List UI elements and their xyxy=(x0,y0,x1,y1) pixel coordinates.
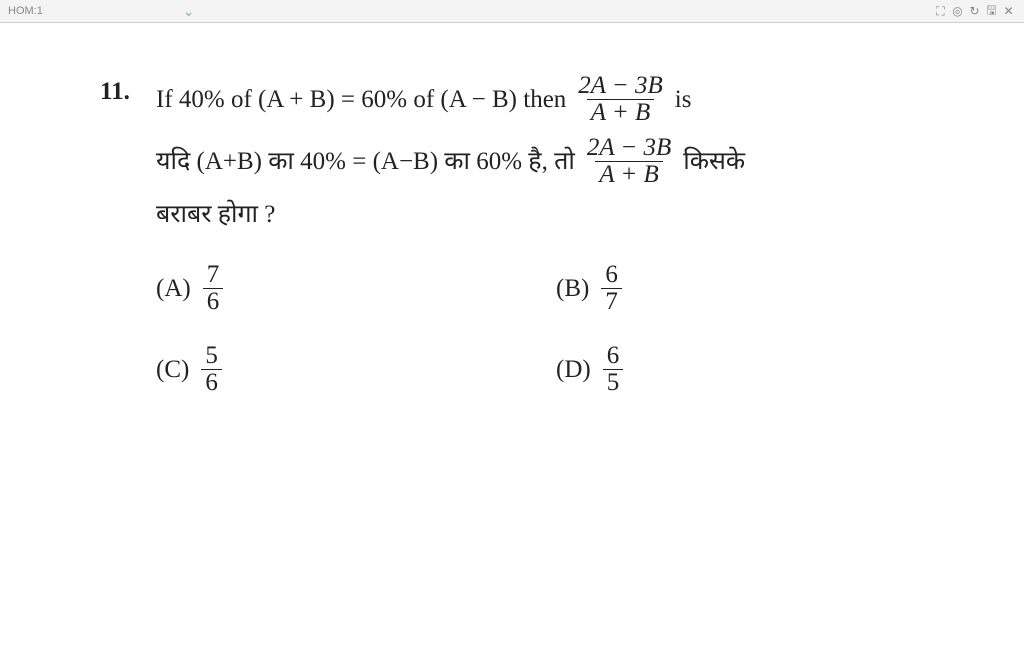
option-a-num: 7 xyxy=(203,262,224,288)
option-b-label: (B) xyxy=(556,270,589,308)
option-d-frac: 6 5 xyxy=(603,343,624,397)
option-c-den: 6 xyxy=(201,369,222,396)
question-body: If 40% of (A + B) = 60% of (A − B) then … xyxy=(156,73,964,397)
fraction-en: 2A − 3B A + B xyxy=(574,73,666,127)
option-c[interactable]: (C) 5 6 xyxy=(156,343,516,397)
hi-line2-text: बराबर होगा ? xyxy=(156,196,275,234)
question-content: 11. If 40% of (A + B) = 60% of (A − B) t… xyxy=(0,23,1024,437)
options-grid: (A) 7 6 (B) 6 7 (C) xyxy=(156,262,964,397)
hi-prefix: यदि (A+B) का 40% = (A−B) का 60% है, तो xyxy=(156,143,575,181)
refresh-icon[interactable]: ↻ xyxy=(968,4,982,18)
option-d-num: 6 xyxy=(603,343,624,369)
option-d-den: 5 xyxy=(603,369,624,396)
question-number: 11. xyxy=(100,73,156,111)
option-d[interactable]: (D) 6 5 xyxy=(556,343,916,397)
option-a-label: (A) xyxy=(156,270,191,308)
fraction-hi: 2A − 3B A + B xyxy=(583,135,675,189)
option-c-frac: 5 6 xyxy=(201,343,222,397)
option-c-num: 5 xyxy=(201,343,222,369)
option-a-den: 6 xyxy=(203,288,224,315)
question-hindi-line2: बराबर होगा ? xyxy=(156,196,964,234)
chevron-down-icon[interactable]: ⌄ xyxy=(183,3,195,20)
question-row: 11. If 40% of (A + B) = 60% of (A − B) t… xyxy=(100,73,964,397)
close-icon[interactable]: ✕ xyxy=(1002,4,1016,18)
fraction-hi-den: A + B xyxy=(595,161,662,188)
hi-suffix: किसके xyxy=(683,143,745,181)
question-english-line: If 40% of (A + B) = 60% of (A − B) then … xyxy=(156,73,964,127)
topbar-label: HOM:1 xyxy=(8,5,43,17)
en-prefix: If 40% of (A + B) = 60% of (A − B) then xyxy=(156,81,566,119)
question-hindi-line1: यदि (A+B) का 40% = (A−B) का 60% है, तो 2… xyxy=(156,135,964,189)
en-suffix: is xyxy=(675,81,692,119)
save-icon[interactable]: 🖫 xyxy=(985,1,999,22)
target-icon[interactable]: ◎ xyxy=(951,4,965,18)
option-a-frac: 7 6 xyxy=(203,262,224,316)
fraction-en-den: A + B xyxy=(587,99,654,126)
option-c-label: (C) xyxy=(156,351,189,389)
option-b-den: 7 xyxy=(601,288,622,315)
option-a[interactable]: (A) 7 6 xyxy=(156,262,516,316)
fraction-hi-num: 2A − 3B xyxy=(583,135,675,161)
crop-icon[interactable]: ⛶ xyxy=(934,4,948,19)
option-b-frac: 6 7 xyxy=(601,262,622,316)
option-b-num: 6 xyxy=(601,262,622,288)
option-b[interactable]: (B) 6 7 xyxy=(556,262,916,316)
topbar: HOM:1 ⌄ ⛶ ◎ ↻ 🖫 ✕ xyxy=(0,0,1024,23)
toolbar-icons: ⛶ ◎ ↻ 🖫 ✕ xyxy=(934,1,1016,22)
fraction-en-num: 2A − 3B xyxy=(574,73,666,99)
topbar-left: HOM:1 ⌄ xyxy=(8,3,195,20)
page: HOM:1 ⌄ ⛶ ◎ ↻ 🖫 ✕ 11. If 40% of (A + B) … xyxy=(0,0,1024,660)
option-d-label: (D) xyxy=(556,351,591,389)
